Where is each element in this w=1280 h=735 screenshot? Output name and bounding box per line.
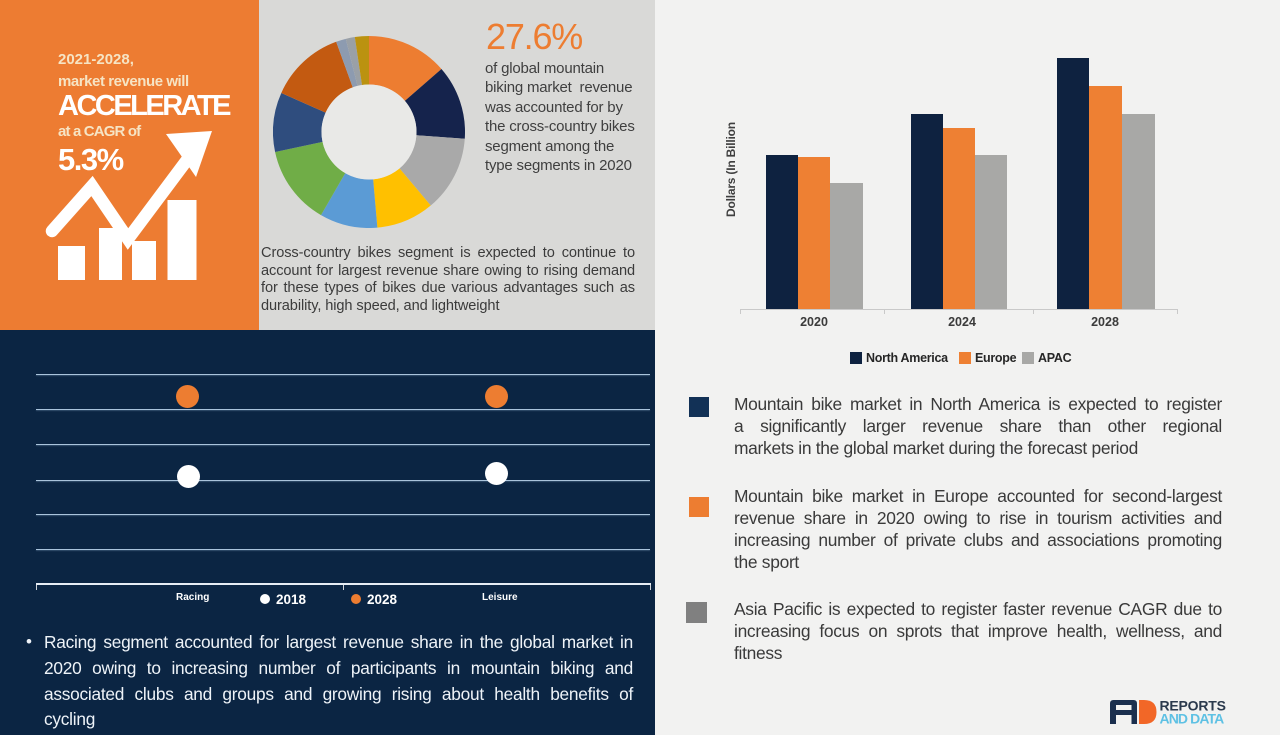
svg-text:AND DATA: AND DATA (1160, 710, 1225, 726)
svg-text:REPORTS: REPORTS (1160, 698, 1226, 714)
